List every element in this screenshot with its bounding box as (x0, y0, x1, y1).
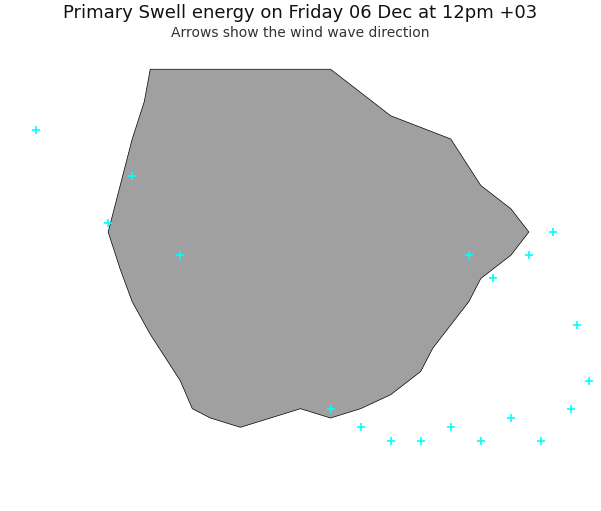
Polygon shape (108, 69, 529, 427)
Text: Arrows show the wind wave direction: Arrows show the wind wave direction (171, 26, 430, 40)
Text: Primary Swell energy on Friday 06 Dec at 12pm +03: Primary Swell energy on Friday 06 Dec at… (63, 4, 538, 22)
